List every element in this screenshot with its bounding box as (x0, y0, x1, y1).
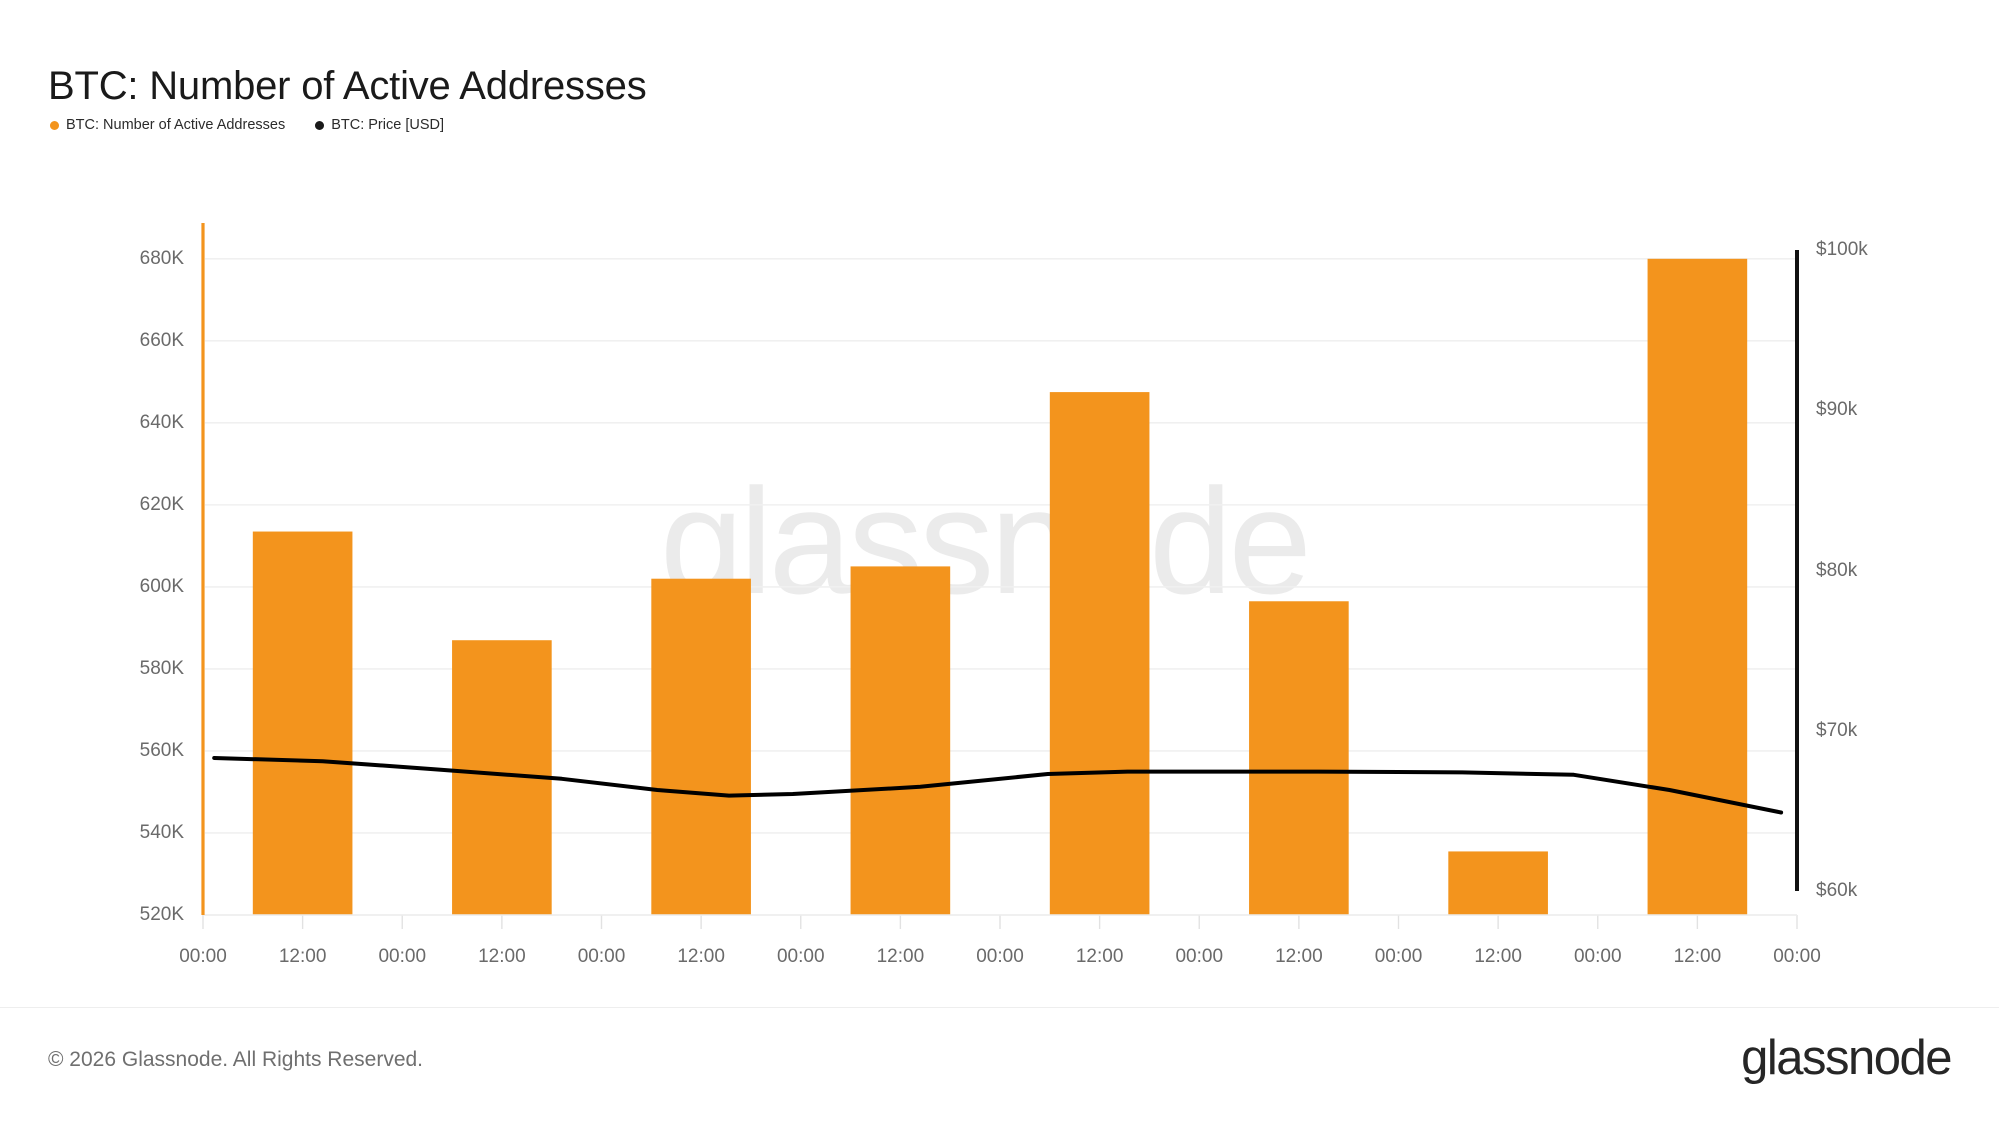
bar-active-addresses[interactable] (1647, 258, 1748, 915)
y-axis-right-tick-label: $60k (1816, 879, 1858, 901)
x-axis-tick-label: 00:00 (577, 946, 626, 967)
y-axis-left-tick-label: 680K (139, 247, 184, 269)
x-axis-tick-label: 00:00 (1175, 946, 1224, 967)
bar-active-addresses[interactable] (651, 578, 751, 915)
x-axis-tick-label: 12:00 (278, 946, 327, 967)
x-axis-tick-label: 12:00 (478, 946, 526, 967)
legend-item-label: BTC: Number of Active Addresses (66, 117, 286, 133)
footer-divider (0, 1007, 1999, 1008)
page-title: BTC: Number of Active Addresses (48, 63, 647, 108)
y-axis-left-tick-label: 560K (139, 739, 184, 761)
y-axis-right-tick-label: $80k (1816, 559, 1858, 581)
circle-dot-icon (315, 120, 325, 130)
x-axis-tick-label: 00:00 (179, 946, 227, 967)
y-axis-right-tick-label: $70k (1816, 719, 1858, 741)
y-axis-left-tick-label: 520K (139, 904, 184, 925)
y-axis-left-tick-label: 540K (139, 821, 184, 843)
y-axis-left-tick-label: 640K (139, 411, 184, 433)
bar-active-addresses[interactable] (850, 566, 951, 915)
x-axis-tick-label: 12:00 (876, 946, 925, 967)
x-axis-tick-label: 12:00 (1075, 946, 1124, 967)
x-axis-tick-label: 00:00 (976, 946, 1024, 967)
y-axis-right-tick-label: $100k (1816, 239, 1868, 261)
legend-item-btc-price[interactable]: BTC: Price [USD] (315, 117, 444, 133)
x-axis-tick-label: 12:00 (677, 946, 725, 967)
x-axis-tick-label: 00:00 (1374, 946, 1423, 967)
glassnode-logo: glassnode (1741, 1031, 1952, 1085)
x-axis-tick-label: 12:00 (1275, 946, 1323, 967)
y-axis-right-tick-label: $90k (1816, 399, 1858, 421)
legend-item-label: BTC: Price [USD] (331, 117, 444, 133)
bar-active-addresses[interactable] (1249, 601, 1349, 915)
x-axis-tick-label: 00:00 (378, 946, 427, 967)
copyright-text: © 2026 Glassnode. All Rights Reserved. (48, 1048, 424, 1071)
price-line[interactable] (212, 756, 1784, 815)
y-axis-left-tick-label: 620K (139, 493, 184, 515)
x-axis-tick-label: 12:00 (1673, 946, 1722, 967)
bar-active-addresses[interactable] (252, 531, 353, 915)
bar-active-addresses[interactable] (1049, 392, 1150, 915)
legend-item-active-addresses[interactable]: BTC: Number of Active Addresses (50, 117, 285, 133)
x-axis-tick-label: 00:00 (1773, 946, 1821, 967)
bar-active-addresses[interactable] (1448, 851, 1548, 915)
x-axis-tick-label: 00:00 (776, 946, 825, 967)
y-axis-left-tick-label: 660K (139, 329, 184, 351)
y-axis-left-tick-label: 600K (139, 575, 184, 597)
y-axis-left-tick-label: 580K (139, 657, 184, 679)
chart-legend: BTC: Number of Active Addresses BTC: Pri… (50, 117, 444, 133)
x-axis-tick-label: 00:00 (1573, 946, 1622, 967)
circle-dot-icon (50, 120, 59, 130)
x-axis-tick-label: 12:00 (1474, 946, 1522, 967)
